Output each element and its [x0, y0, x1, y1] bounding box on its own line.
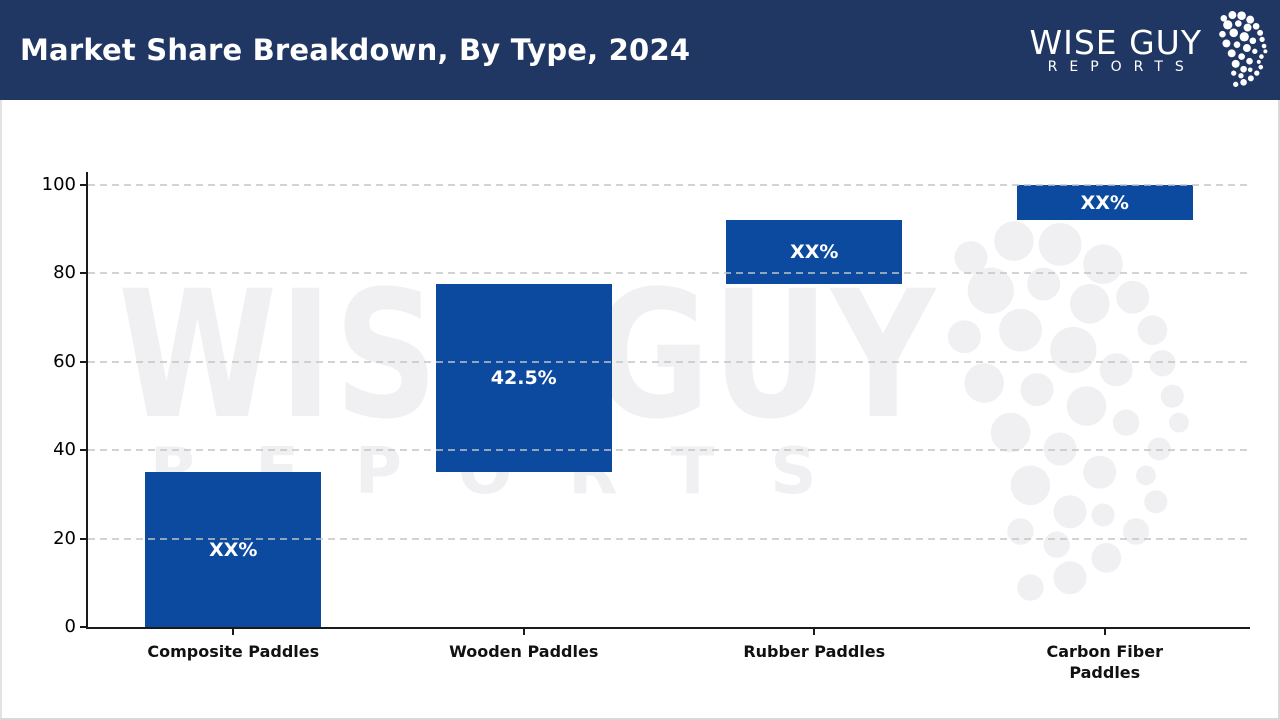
y-axis-line — [86, 171, 88, 629]
y-tickmark — [80, 184, 88, 186]
x-tickmark — [813, 627, 816, 635]
x-tick-label: Carbon Fiber Paddles — [1046, 642, 1163, 682]
gridline — [88, 272, 1250, 275]
plot-bar: XX% — [1016, 185, 1193, 221]
bar-value-label: XX% — [209, 538, 258, 561]
plot-bar: XX% — [145, 472, 322, 627]
logo-subtext: REPORTS — [1047, 59, 1196, 76]
wiseguy-face-icon — [1219, 11, 1268, 87]
header: Market Share Breakdown, By Type, 2024 WI… — [0, 0, 1280, 100]
x-tickmark — [1103, 627, 1106, 635]
y-tickmark — [80, 360, 88, 363]
bar-value-label: 42.5% — [490, 367, 557, 390]
gridline — [88, 184, 1250, 186]
bar-value-label: XX% — [790, 241, 839, 264]
y-tick-label: 40 — [53, 439, 76, 461]
y-tick-label: 20 — [53, 527, 76, 549]
logo-text: WISE GUY REPORTS — [1029, 22, 1202, 76]
y-tick-label: 60 — [53, 350, 76, 372]
y-tickmark — [80, 449, 88, 452]
gridline — [88, 537, 1250, 540]
x-tickmark — [232, 627, 235, 635]
x-tick-label: Composite Paddles — [147, 642, 320, 661]
y-tickmark — [80, 626, 88, 628]
page-title: Market Share Breakdown, By Type, 2024 — [20, 33, 691, 67]
y-tickmark — [80, 272, 88, 275]
bar-value-label: XX% — [1080, 191, 1129, 214]
gridline — [88, 360, 1250, 363]
y-tick-label: 100 — [41, 174, 76, 195]
y-tickmark — [80, 537, 88, 540]
chart-area: WISE GUY REPORTS 020406080100XX%Composit… — [0, 100, 1280, 718]
x-tick-label: Rubber Paddles — [743, 642, 886, 661]
x-tick-label: Wooden Paddles — [449, 642, 599, 661]
x-axis-line — [86, 627, 1250, 629]
plot-bar: 42.5% — [435, 284, 612, 473]
plot-bar: XX% — [726, 220, 903, 285]
wiseguy-logo: WISE GUY REPORTS — [1029, 8, 1270, 92]
x-tickmark — [522, 627, 525, 635]
y-tick-label: 80 — [53, 262, 76, 284]
gridline — [88, 449, 1250, 452]
logo-wordmark: WISE GUY — [1029, 22, 1202, 62]
y-tick-label: 0 — [64, 616, 76, 637]
plot: 0 20 40 60 80 100 XX% Composite Paddles 42.5% Woo… — [0, 100, 1280, 718]
